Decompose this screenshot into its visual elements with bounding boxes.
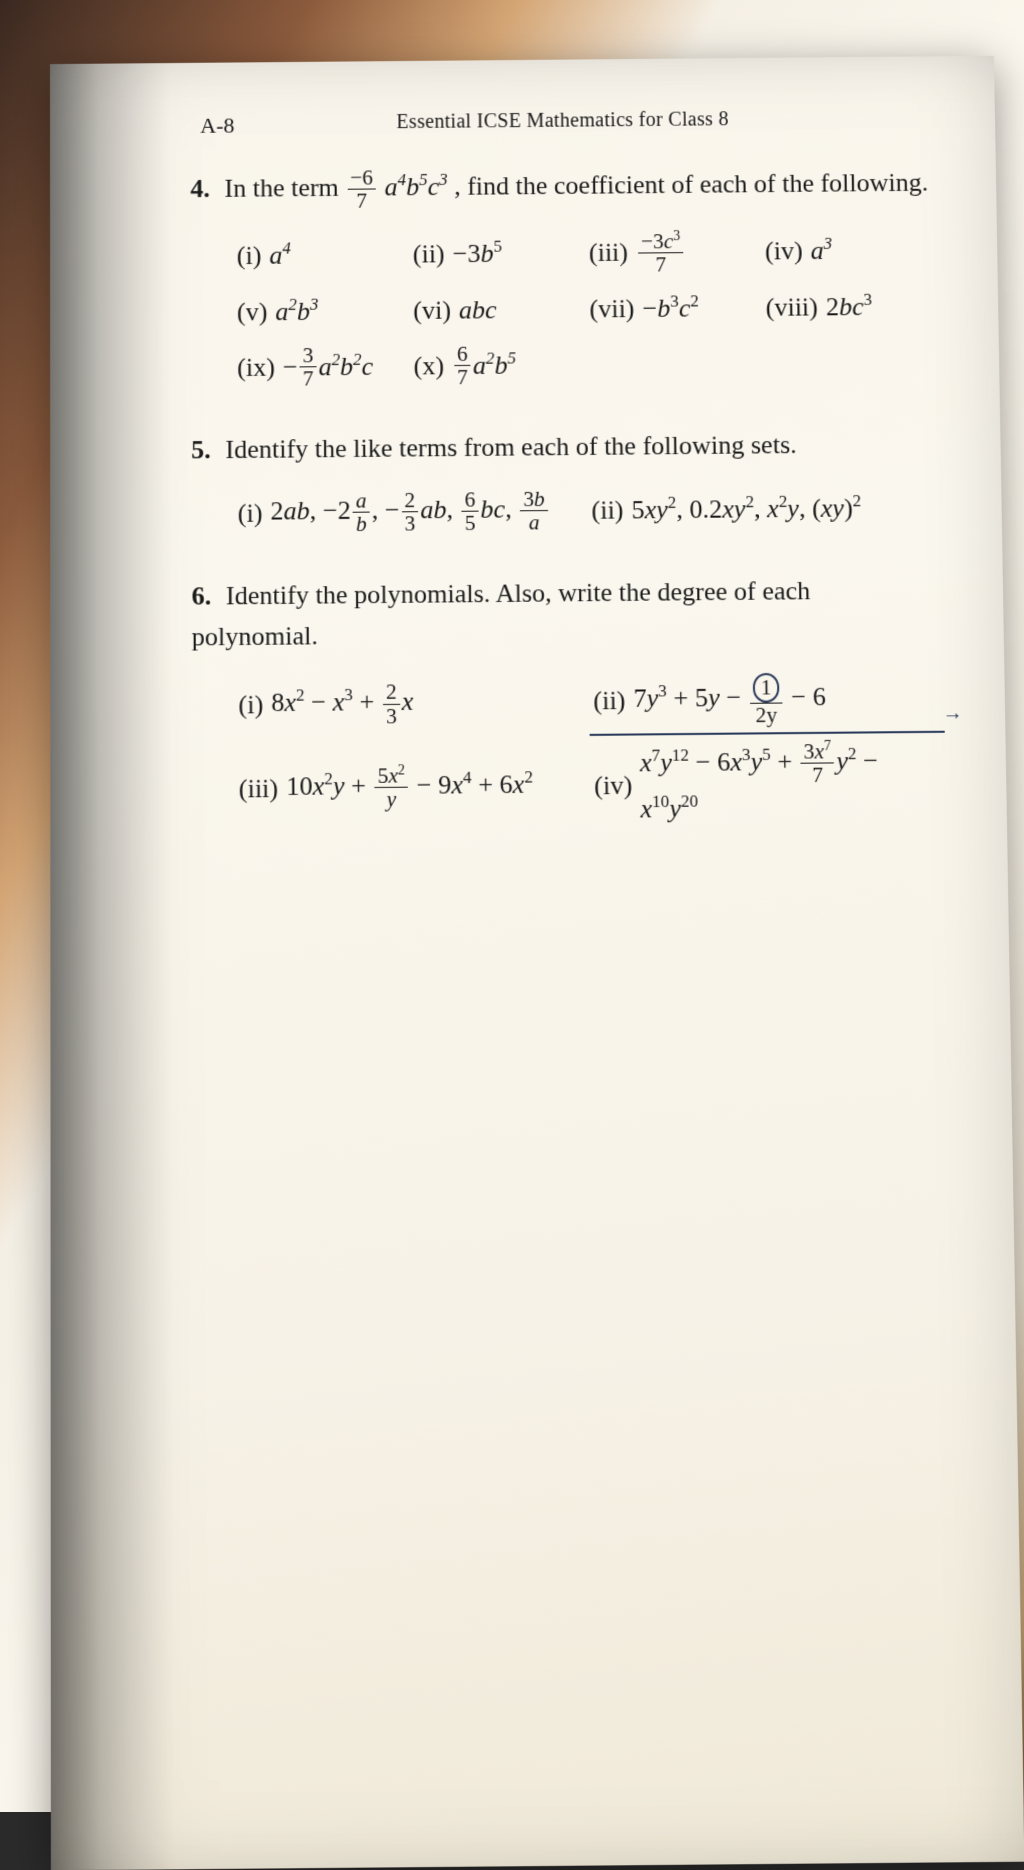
- q6-opt-iii: (iii) 10x2y + 5x2y − 9x4 + 6x2: [234, 736, 590, 840]
- arrow-icon: →: [942, 698, 963, 730]
- q5-number: 5.: [191, 434, 211, 464]
- opt-label: (i): [237, 236, 262, 277]
- q4-opt-x: (x) 6 7 a2b5: [409, 335, 586, 395]
- q6-opt-i-expr: 8x2 − x3 + 23x: [271, 680, 413, 728]
- q4-opt-vi: (vi) abc: [409, 283, 586, 337]
- q5-opt-i-expr: 2ab, −2ab, −23ab, 65bc, 3ba: [270, 488, 550, 537]
- question-4: 4. In the term −6 7 a4b5c3 , find the co…: [190, 162, 939, 398]
- opt-label: (i): [238, 493, 263, 534]
- handwritten-denominator: 2y: [755, 702, 777, 727]
- q4-coef-frac: −6 7: [347, 166, 376, 212]
- page-number: A-8: [200, 113, 234, 139]
- q6-opt-iv-expr: x7y12 − 6x3y5 + 3x77y2 − x10y20: [640, 739, 942, 830]
- opt-label: (ii): [413, 235, 445, 276]
- frac-den: 7: [454, 366, 471, 389]
- q6-opt-iv: (iv) x7y12 − 6x3y5 + 3x77y2 − x10y20: [590, 733, 947, 837]
- q5-opt-ii: (ii) 5xy2, 0.2xy2, x2y, (xy)2: [587, 478, 941, 540]
- q5-stem: Identify the like terms from each of the…: [225, 429, 797, 463]
- q4-opt-ix: (ix) − 3 7 a2b2c: [233, 337, 410, 397]
- q4-stem-before: In the term: [224, 173, 345, 203]
- q6-options: (i) 8x2 − x3 + 23x (ii) 7y3 + 5y − 12y −…: [234, 666, 946, 840]
- q4-letters: a4b5c3: [384, 172, 447, 202]
- opt-label: (iii): [589, 233, 629, 274]
- q6-opt-iii-expr: 10x2y + 5x2y − 9x4 + 6x2: [286, 763, 533, 812]
- frac-num: 6: [454, 342, 471, 366]
- q6-number: 6.: [192, 581, 212, 611]
- q4-opt-viii: (viii) 2bc3: [761, 280, 938, 334]
- opt-label: (v): [237, 292, 268, 333]
- frac-num: −3c3: [638, 230, 683, 254]
- frac-den: 7: [300, 367, 317, 390]
- frac-den: 7: [652, 253, 669, 276]
- q5-options: (i) 2ab, −2ab, −23ab, 65bc, 3ba (ii) 5xy…: [234, 478, 942, 543]
- q6-opt-ii-expr: 7y3 + 5y − 12y − 6: [633, 673, 826, 728]
- opt-label: (i): [238, 685, 263, 726]
- page-curl-shadow: [50, 63, 175, 1870]
- opt-label: (vii): [589, 288, 634, 329]
- frac: 3 7: [300, 344, 317, 390]
- q5-opt-ii-expr: 5xy2, 0.2xy2, x2y, (xy)2: [631, 488, 861, 531]
- frac: 6 7: [454, 342, 471, 388]
- frac: −3c3 7: [638, 230, 684, 276]
- q6-opt-i: (i) 8x2 − x3 + 23x: [234, 669, 589, 739]
- q4-coef-num: −6: [347, 166, 376, 190]
- opt-label: (iv): [765, 231, 803, 272]
- opt-label: (ix): [237, 347, 275, 388]
- opt-label: (ii): [593, 680, 626, 721]
- book-header: Essential ICSE Mathematics for Class 8: [190, 106, 935, 136]
- handwritten-circle: 1: [752, 673, 779, 702]
- q4-opt-v: (v) a2b3: [233, 284, 410, 338]
- opt-label: (x): [413, 345, 444, 386]
- q5-opt-i: (i) 2ab, −2ab, −23ab, 65bc, 3ba: [234, 481, 588, 543]
- q4-opt-iii: (iii) −3c3 7: [585, 223, 762, 283]
- book-page: A-8 Essential ICSE Mathematics for Class…: [50, 56, 1024, 1870]
- frac-num: 3: [300, 344, 317, 368]
- q4-stem: In the term −6 7 a4b5c3 , find the coeff…: [224, 167, 928, 202]
- opt-label: (viii): [765, 287, 818, 328]
- opt-label: (iv): [594, 765, 632, 807]
- opt-label: (iii): [239, 768, 279, 810]
- question-5: 5. Identify the like terms from each of …: [191, 423, 942, 543]
- q4-opt-i: (i) a4: [233, 226, 409, 286]
- q6-opt-ii: (ii) 7y3 + 5y − 12y − 6 →: [589, 666, 945, 736]
- q6-stem: Identify the polynomials. Also, write th…: [192, 575, 811, 651]
- opt-label: (vi): [413, 290, 451, 331]
- q4-opt-iv: (iv) a3: [761, 222, 938, 282]
- q4-opt-vii: (vii) −b3c2: [585, 281, 762, 335]
- q4-coef-den: 7: [353, 190, 370, 213]
- q4-options: (i) a4 (ii) −3b5 (iii) −3c3 7 (iv) a3 (v…: [233, 222, 940, 397]
- q4-number: 4.: [190, 174, 210, 203]
- q4-opt-ii: (ii) −3b5: [409, 225, 586, 285]
- opt-label: (ii): [591, 490, 623, 531]
- q4-stem-after: , find the coefficient of each of the fo…: [454, 167, 928, 200]
- question-6: 6. Identify the polynomials. Also, write…: [192, 569, 947, 840]
